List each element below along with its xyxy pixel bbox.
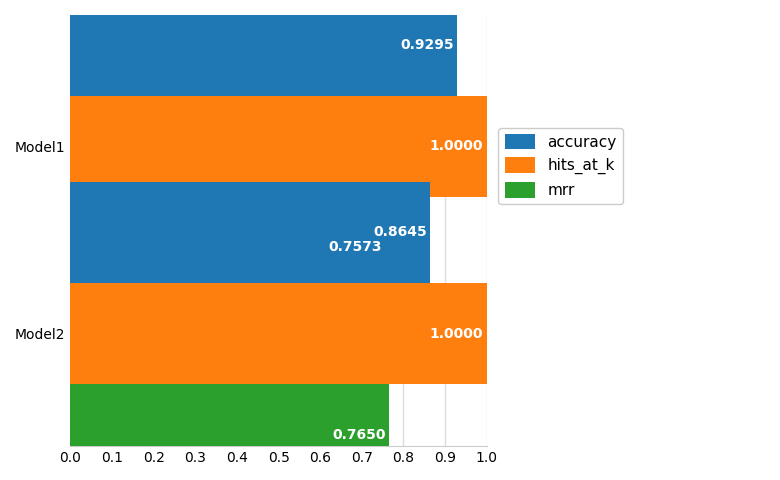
Bar [70, 197, 385, 298]
Bar [70, 0, 457, 96]
Text: 0.7573: 0.7573 [329, 240, 382, 254]
Bar [70, 283, 487, 384]
Text: 0.9295: 0.9295 [400, 38, 454, 52]
Text: 0.7650: 0.7650 [332, 428, 385, 442]
Legend: accuracy, hits_at_k, mrr: accuracy, hits_at_k, mrr [498, 128, 622, 204]
Text: 1.0000: 1.0000 [430, 139, 484, 153]
Bar [70, 182, 431, 283]
Bar [70, 384, 389, 480]
Text: 0.8645: 0.8645 [373, 226, 427, 240]
Text: 1.0000: 1.0000 [430, 327, 484, 341]
Bar [70, 96, 487, 197]
